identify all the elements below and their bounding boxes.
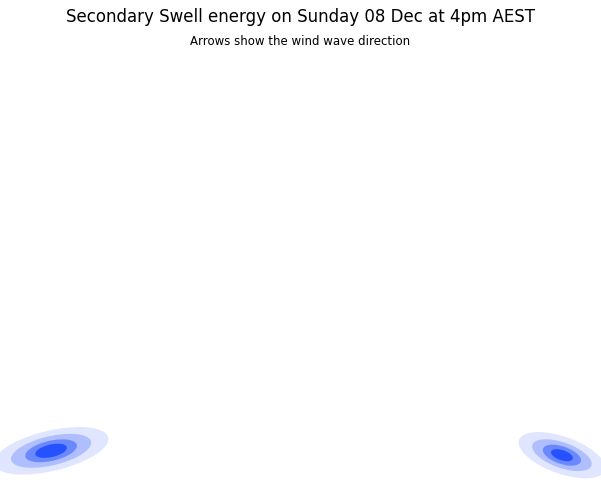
Ellipse shape	[551, 449, 573, 461]
Ellipse shape	[35, 444, 67, 458]
Ellipse shape	[519, 432, 601, 478]
Text: Arrows show the wind wave direction: Arrows show the wind wave direction	[191, 35, 410, 48]
Ellipse shape	[0, 427, 108, 475]
Ellipse shape	[532, 439, 592, 471]
Ellipse shape	[11, 434, 91, 468]
Ellipse shape	[543, 445, 581, 466]
Ellipse shape	[25, 439, 77, 462]
Text: Secondary Swell energy on Sunday 08 Dec at 4pm AEST: Secondary Swell energy on Sunday 08 Dec …	[66, 8, 535, 25]
